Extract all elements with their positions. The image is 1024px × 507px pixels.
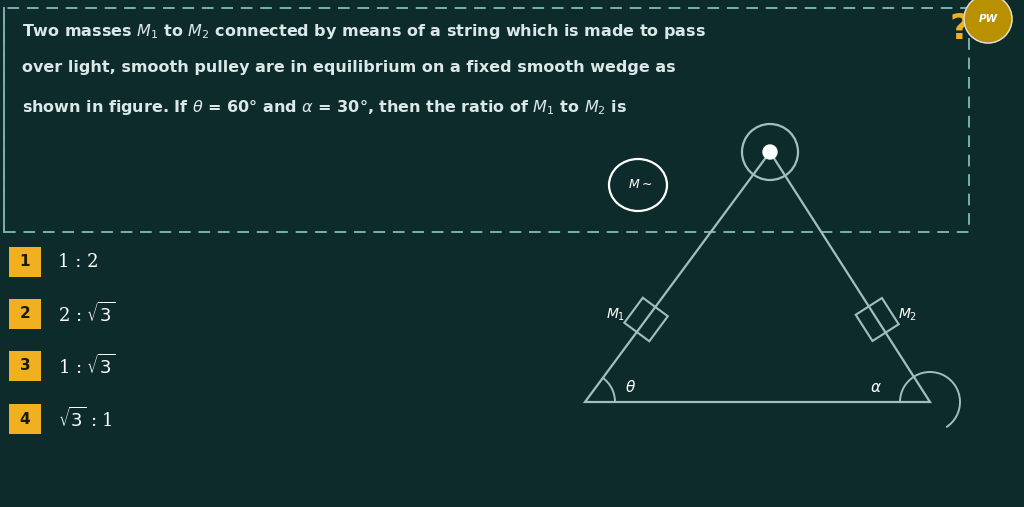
Text: ?: ? (949, 12, 971, 46)
Text: $\mathit{M}$$\mathsf{\sim}$: $\mathit{M}$$\mathsf{\sim}$ (628, 177, 652, 191)
FancyBboxPatch shape (9, 299, 41, 329)
Text: 1: 1 (19, 255, 31, 270)
Text: over light, smooth pulley are in equilibrium on a fixed smooth wedge as: over light, smooth pulley are in equilib… (22, 60, 676, 75)
Text: $\alpha$: $\alpha$ (870, 380, 882, 394)
Text: Two masses $M_1$ to $M_2$ connected by means of a string which is made to pass: Two masses $M_1$ to $M_2$ connected by m… (22, 22, 706, 41)
Text: 2: 2 (19, 307, 31, 321)
Text: PW: PW (979, 14, 997, 24)
Text: $M_1$: $M_1$ (606, 306, 626, 322)
Text: $\sqrt{3}$ : 1: $\sqrt{3}$ : 1 (58, 407, 113, 431)
FancyBboxPatch shape (9, 404, 41, 434)
Circle shape (964, 0, 1012, 43)
Text: 1 : $\sqrt{3}$: 1 : $\sqrt{3}$ (58, 354, 116, 378)
Text: 4: 4 (19, 412, 31, 426)
Text: 1 : 2: 1 : 2 (58, 253, 98, 271)
Text: 2 : $\sqrt{3}$: 2 : $\sqrt{3}$ (58, 302, 116, 326)
Text: shown in figure. If $\theta$ = 60° and $\alpha$ = 30°, then the ratio of $M_1$ t: shown in figure. If $\theta$ = 60° and $… (22, 98, 628, 117)
FancyBboxPatch shape (9, 351, 41, 381)
Text: $\theta$: $\theta$ (625, 379, 636, 395)
Text: $M_2$: $M_2$ (898, 306, 916, 322)
Text: 3: 3 (19, 358, 31, 374)
FancyBboxPatch shape (9, 247, 41, 277)
Circle shape (763, 145, 777, 159)
